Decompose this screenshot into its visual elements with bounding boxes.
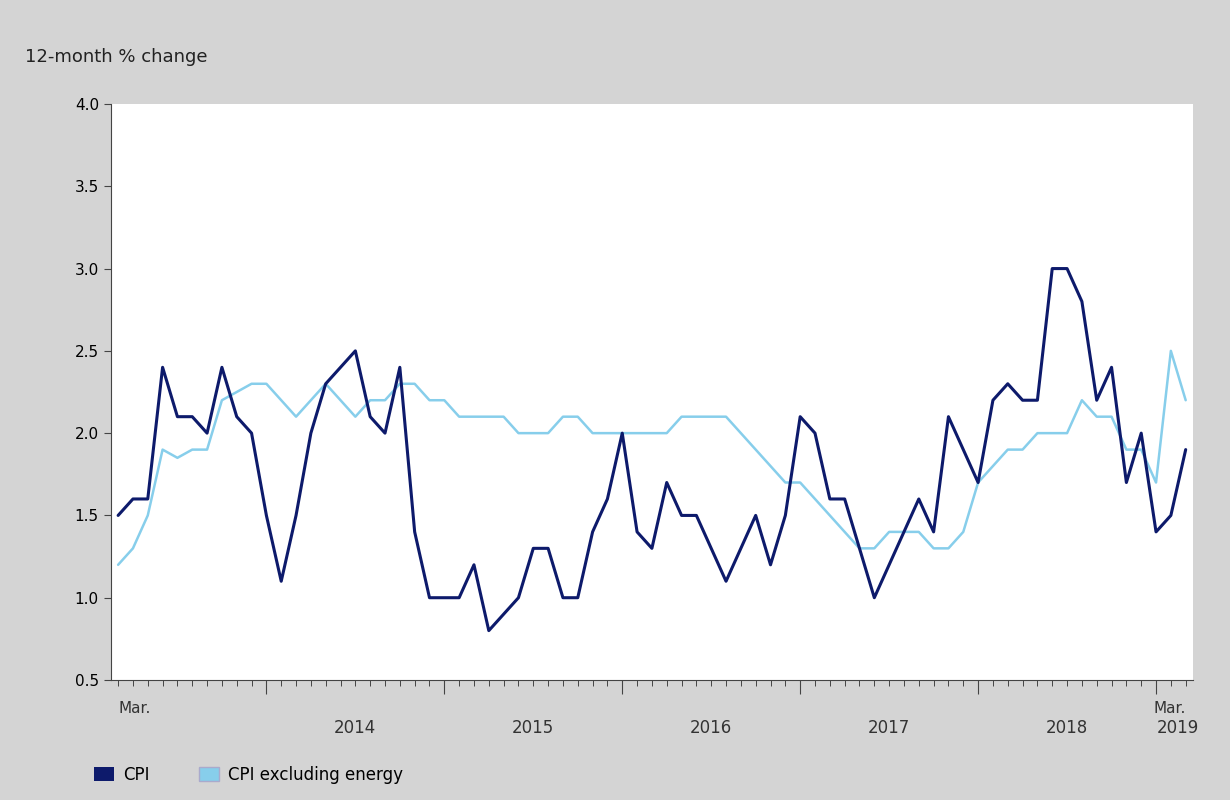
Text: Mar.: Mar. bbox=[118, 701, 150, 716]
Text: 2017: 2017 bbox=[868, 719, 910, 737]
Legend: CPI, CPI excluding energy: CPI, CPI excluding energy bbox=[95, 766, 402, 784]
Text: 2015: 2015 bbox=[512, 719, 555, 737]
Text: Mar.: Mar. bbox=[1154, 701, 1186, 716]
Text: 2016: 2016 bbox=[690, 719, 732, 737]
Text: 12-month % change: 12-month % change bbox=[25, 48, 207, 66]
Text: 2019: 2019 bbox=[1157, 719, 1199, 737]
Text: 2018: 2018 bbox=[1046, 719, 1089, 737]
Text: 2014: 2014 bbox=[335, 719, 376, 737]
